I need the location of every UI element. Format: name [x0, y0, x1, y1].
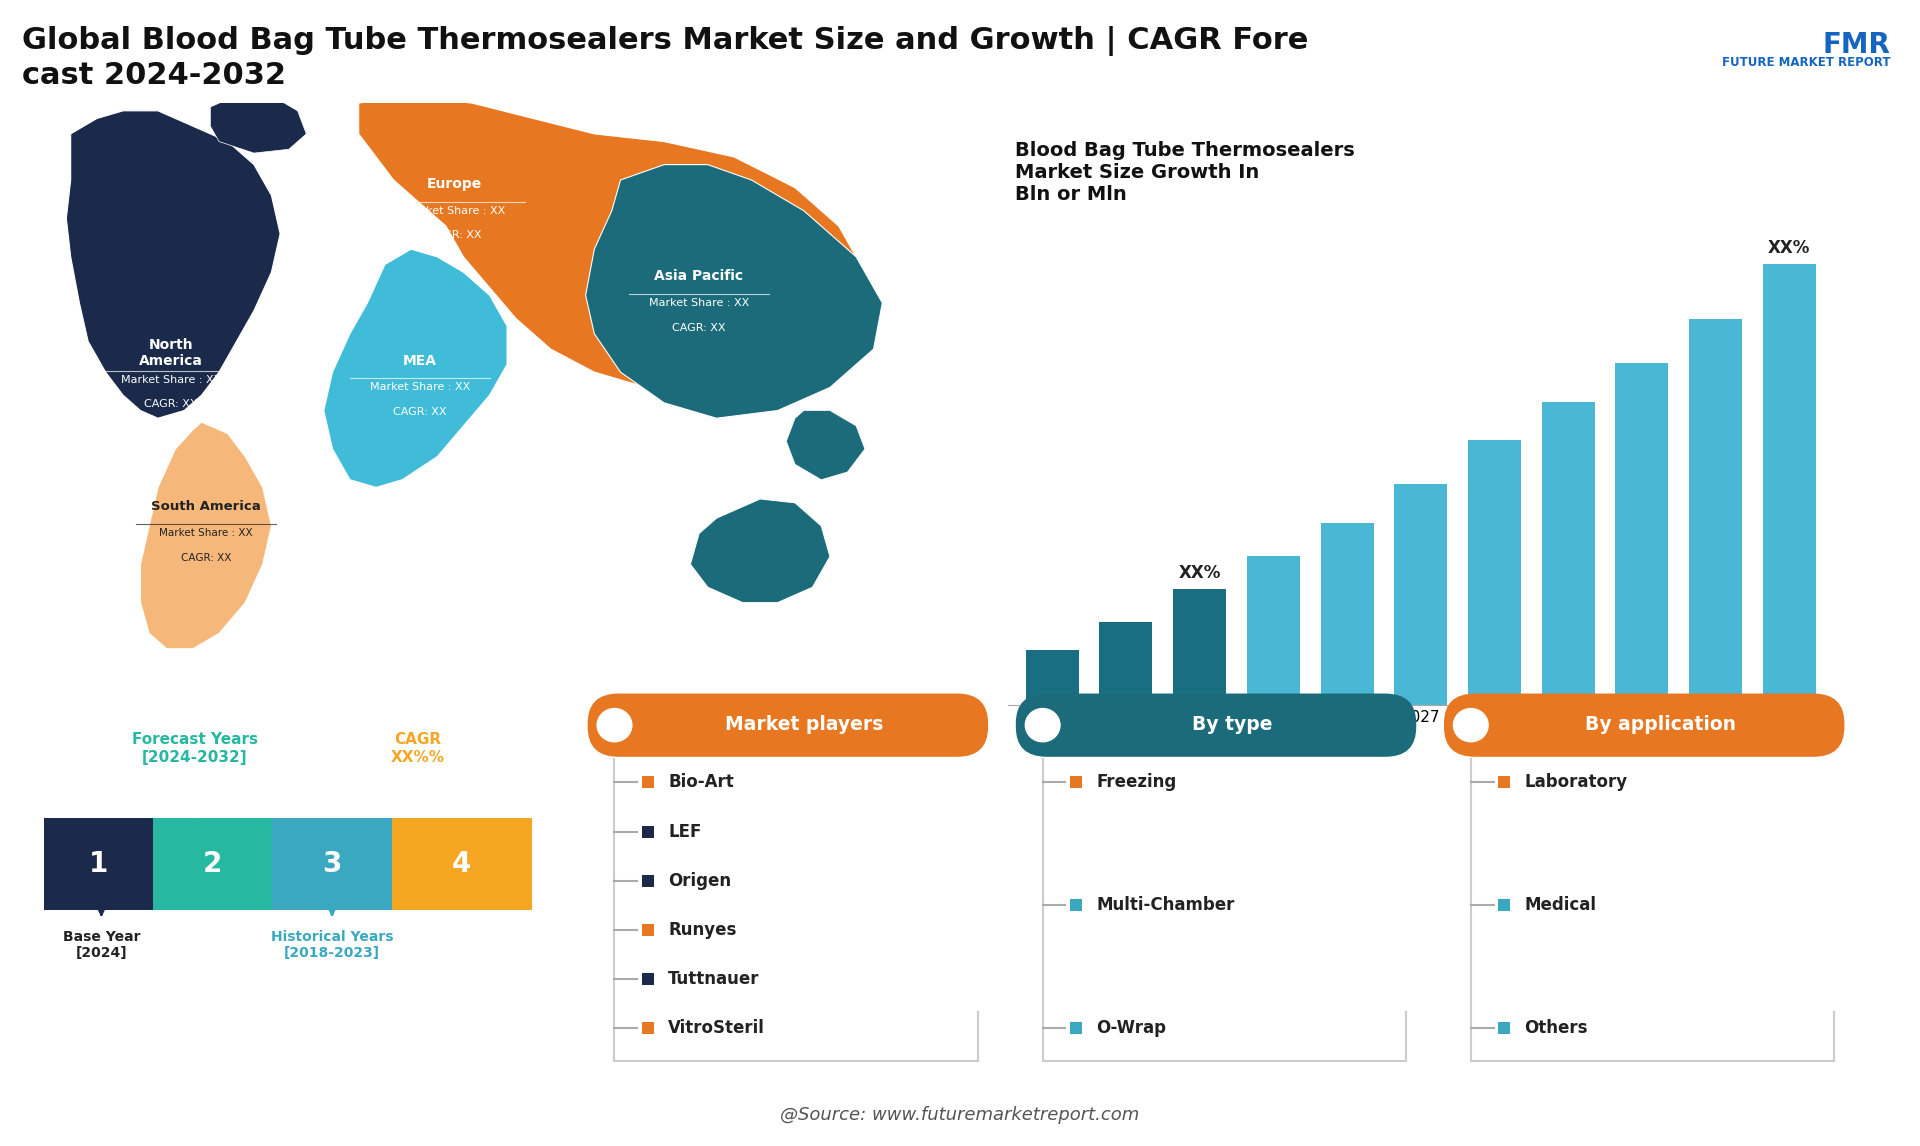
Text: Market Share : XX: Market Share : XX [405, 206, 505, 215]
FancyBboxPatch shape [154, 818, 273, 910]
Text: @Source: www.futuremarketreport.com: @Source: www.futuremarketreport.com [780, 1106, 1140, 1124]
Circle shape [1453, 708, 1488, 741]
Text: XX%: XX% [1179, 565, 1221, 582]
Text: LEF: LEF [668, 823, 701, 840]
Text: 1: 1 [88, 850, 108, 878]
Polygon shape [586, 165, 883, 418]
Text: South America: South America [152, 500, 261, 513]
Text: Others: Others [1524, 1019, 1588, 1037]
Text: CAGR: XX: CAGR: XX [394, 407, 447, 417]
Bar [1615, 363, 1668, 705]
Text: CAGR: XX: CAGR: XX [144, 400, 198, 409]
Polygon shape [359, 95, 864, 395]
Bar [1690, 319, 1741, 705]
Polygon shape [787, 410, 864, 480]
Text: 3: 3 [323, 850, 342, 878]
FancyBboxPatch shape [273, 818, 392, 910]
Text: Market Share : XX: Market Share : XX [649, 298, 749, 308]
Text: FUTURE MARKET REPORT: FUTURE MARKET REPORT [1722, 56, 1889, 69]
Text: Europe: Europe [426, 176, 482, 191]
Text: Multi-Chamber: Multi-Chamber [1096, 896, 1235, 915]
Polygon shape [691, 499, 829, 603]
Text: CAGR: XX: CAGR: XX [428, 230, 482, 241]
Bar [1542, 402, 1596, 705]
Text: O-Wrap: O-Wrap [1096, 1019, 1165, 1037]
Text: VitroSteril: VitroSteril [668, 1019, 764, 1037]
Text: Base Year
[2024]: Base Year [2024] [63, 931, 140, 960]
Text: XX%: XX% [1768, 240, 1811, 258]
Bar [1100, 622, 1152, 705]
Polygon shape [140, 422, 271, 649]
Circle shape [1025, 708, 1060, 741]
Text: Blood Bag Tube Thermosealers
Market Size Growth In
Bln or Mln: Blood Bag Tube Thermosealers Market Size… [1016, 141, 1356, 204]
Text: Historical Years
[2018-2023]: Historical Years [2018-2023] [271, 931, 394, 960]
Bar [1025, 650, 1079, 705]
Bar [1763, 264, 1816, 705]
Text: CAGR: XX: CAGR: XX [672, 322, 726, 332]
Bar [1394, 485, 1448, 705]
Polygon shape [211, 95, 307, 154]
FancyBboxPatch shape [392, 818, 532, 910]
Text: Market Share : XX: Market Share : XX [159, 528, 253, 539]
Circle shape [597, 708, 632, 741]
Text: Laboratory: Laboratory [1524, 774, 1628, 792]
Text: Market players: Market players [726, 715, 883, 735]
Text: By type: By type [1192, 715, 1273, 735]
Text: Forecast Years
[2024-2032]: Forecast Years [2024-2032] [132, 732, 257, 764]
FancyBboxPatch shape [1444, 693, 1845, 756]
Bar [1469, 440, 1521, 705]
Text: Global Blood Bag Tube Thermosealers Market Size and Growth | CAGR Fore
cast 2024: Global Blood Bag Tube Thermosealers Mark… [21, 26, 1308, 89]
Text: CAGR: XX: CAGR: XX [180, 554, 230, 563]
Bar [1173, 589, 1227, 705]
FancyBboxPatch shape [588, 693, 989, 756]
Text: Runyes: Runyes [668, 920, 737, 939]
Text: North
America: North America [138, 338, 204, 368]
Text: By application: By application [1586, 715, 1736, 735]
Text: Market Share : XX: Market Share : XX [371, 383, 470, 392]
Text: Freezing: Freezing [1096, 774, 1177, 792]
Bar [1321, 523, 1373, 705]
Text: Medical: Medical [1524, 896, 1597, 915]
Text: Tuttnauer: Tuttnauer [668, 970, 760, 988]
Text: MEA: MEA [403, 354, 436, 368]
Text: 4: 4 [451, 850, 470, 878]
FancyBboxPatch shape [1016, 693, 1417, 756]
Text: 2: 2 [204, 850, 223, 878]
Text: FMR: FMR [1822, 31, 1889, 58]
Text: Bio-Art: Bio-Art [668, 774, 733, 792]
Text: Market Share : XX: Market Share : XX [121, 375, 221, 385]
Text: CAGR
XX%%: CAGR XX%% [390, 732, 445, 764]
Text: Origen: Origen [668, 872, 732, 889]
FancyBboxPatch shape [44, 818, 154, 910]
Polygon shape [324, 249, 507, 487]
Bar [1246, 556, 1300, 705]
Text: Asia Pacific: Asia Pacific [655, 269, 743, 283]
Polygon shape [67, 111, 280, 418]
